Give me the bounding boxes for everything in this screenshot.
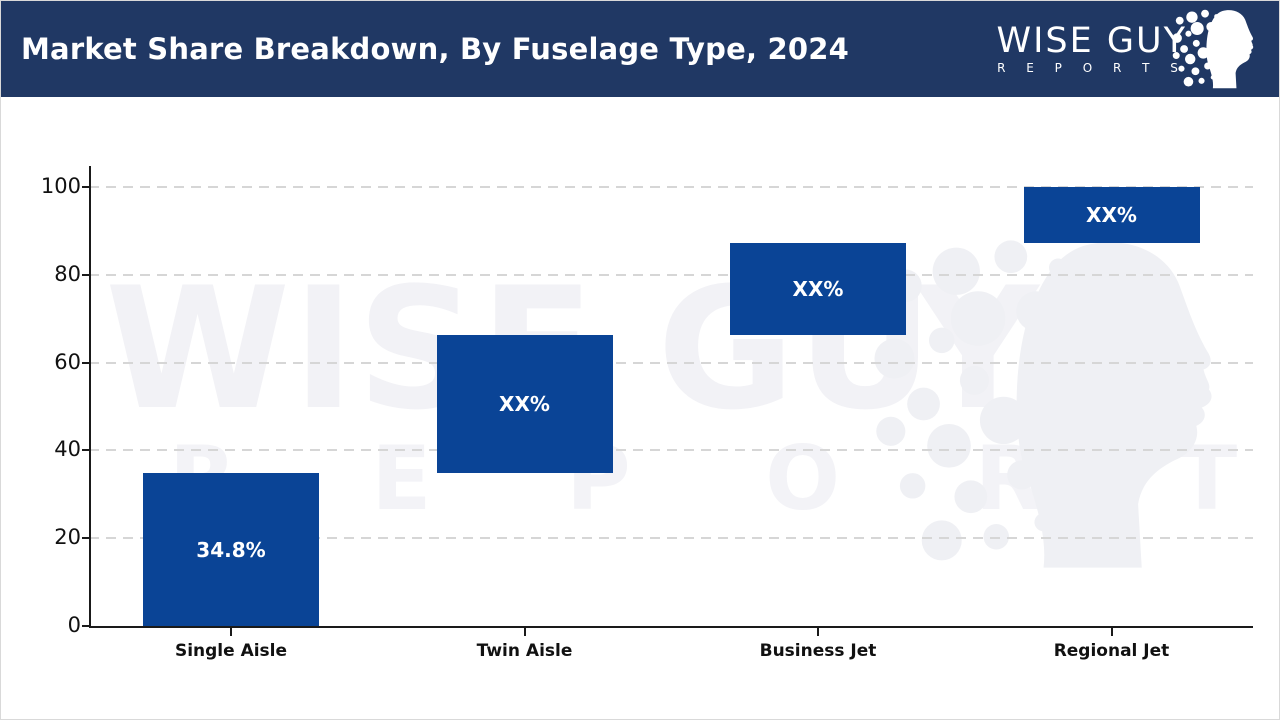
header-bar: Market Share Breakdown, By Fuselage Type… bbox=[1, 1, 1279, 97]
y-tick-label: 0 bbox=[67, 613, 81, 637]
y-tick-label: 60 bbox=[54, 349, 81, 374]
gridline bbox=[89, 186, 1253, 188]
x-category-label: Business Jet bbox=[759, 641, 877, 661]
waterfall-chart: WISE GU Y R E P O R T S 02040608010034.8… bbox=[1, 97, 1279, 719]
gridline bbox=[89, 537, 1253, 540]
watermark-head-profile-dots-icon bbox=[874, 240, 1212, 568]
y-tick-label: 100 bbox=[40, 174, 81, 198]
bar-regional-jet: XX% bbox=[1023, 187, 1200, 243]
bar-single-aisle: 34.8% bbox=[143, 473, 319, 626]
bar-value-label: 34.8% bbox=[196, 537, 266, 562]
y-axis-line bbox=[89, 166, 91, 628]
y-tick-mark bbox=[82, 186, 90, 188]
x-axis-line bbox=[89, 626, 1253, 628]
bar-value-label: XX% bbox=[792, 276, 844, 301]
bar-twin-aisle: XX% bbox=[436, 334, 613, 474]
y-tick-mark bbox=[82, 361, 90, 364]
brand-logo-text: WISE GUY R E P O R T S bbox=[996, 23, 1187, 75]
y-tick-label: 40 bbox=[54, 437, 81, 462]
gridline bbox=[89, 449, 1253, 452]
x-category-label: Twin Aisle bbox=[476, 641, 573, 661]
x-tick-mark bbox=[817, 628, 819, 636]
y-tick-label: 80 bbox=[54, 261, 81, 286]
brand-subtitle: R E P O R T S bbox=[997, 60, 1187, 75]
gridline bbox=[89, 273, 1253, 276]
x-tick-mark bbox=[230, 628, 232, 636]
x-tick-mark bbox=[1110, 628, 1113, 636]
page-title: Market Share Breakdown, By Fuselage Type… bbox=[21, 32, 849, 66]
bar-business-jet: XX% bbox=[730, 242, 906, 335]
y-tick-mark bbox=[82, 625, 90, 627]
x-tick-mark bbox=[523, 628, 526, 636]
y-tick-mark bbox=[82, 273, 90, 276]
brand-name: WISE GUY bbox=[996, 21, 1187, 62]
y-tick-label: 20 bbox=[54, 525, 81, 550]
head-profile-dots-icon bbox=[1172, 9, 1254, 89]
y-tick-mark bbox=[82, 537, 90, 540]
x-category-label: Single Aisle bbox=[174, 641, 288, 661]
x-category-label: Regional Jet bbox=[1053, 641, 1170, 661]
bar-value-label: XX% bbox=[1086, 202, 1137, 227]
y-tick-mark bbox=[82, 449, 90, 452]
gridline bbox=[89, 361, 1253, 364]
bar-value-label: XX% bbox=[499, 391, 550, 416]
brand-logo: WISE GUY R E P O R T S bbox=[996, 7, 1267, 91]
